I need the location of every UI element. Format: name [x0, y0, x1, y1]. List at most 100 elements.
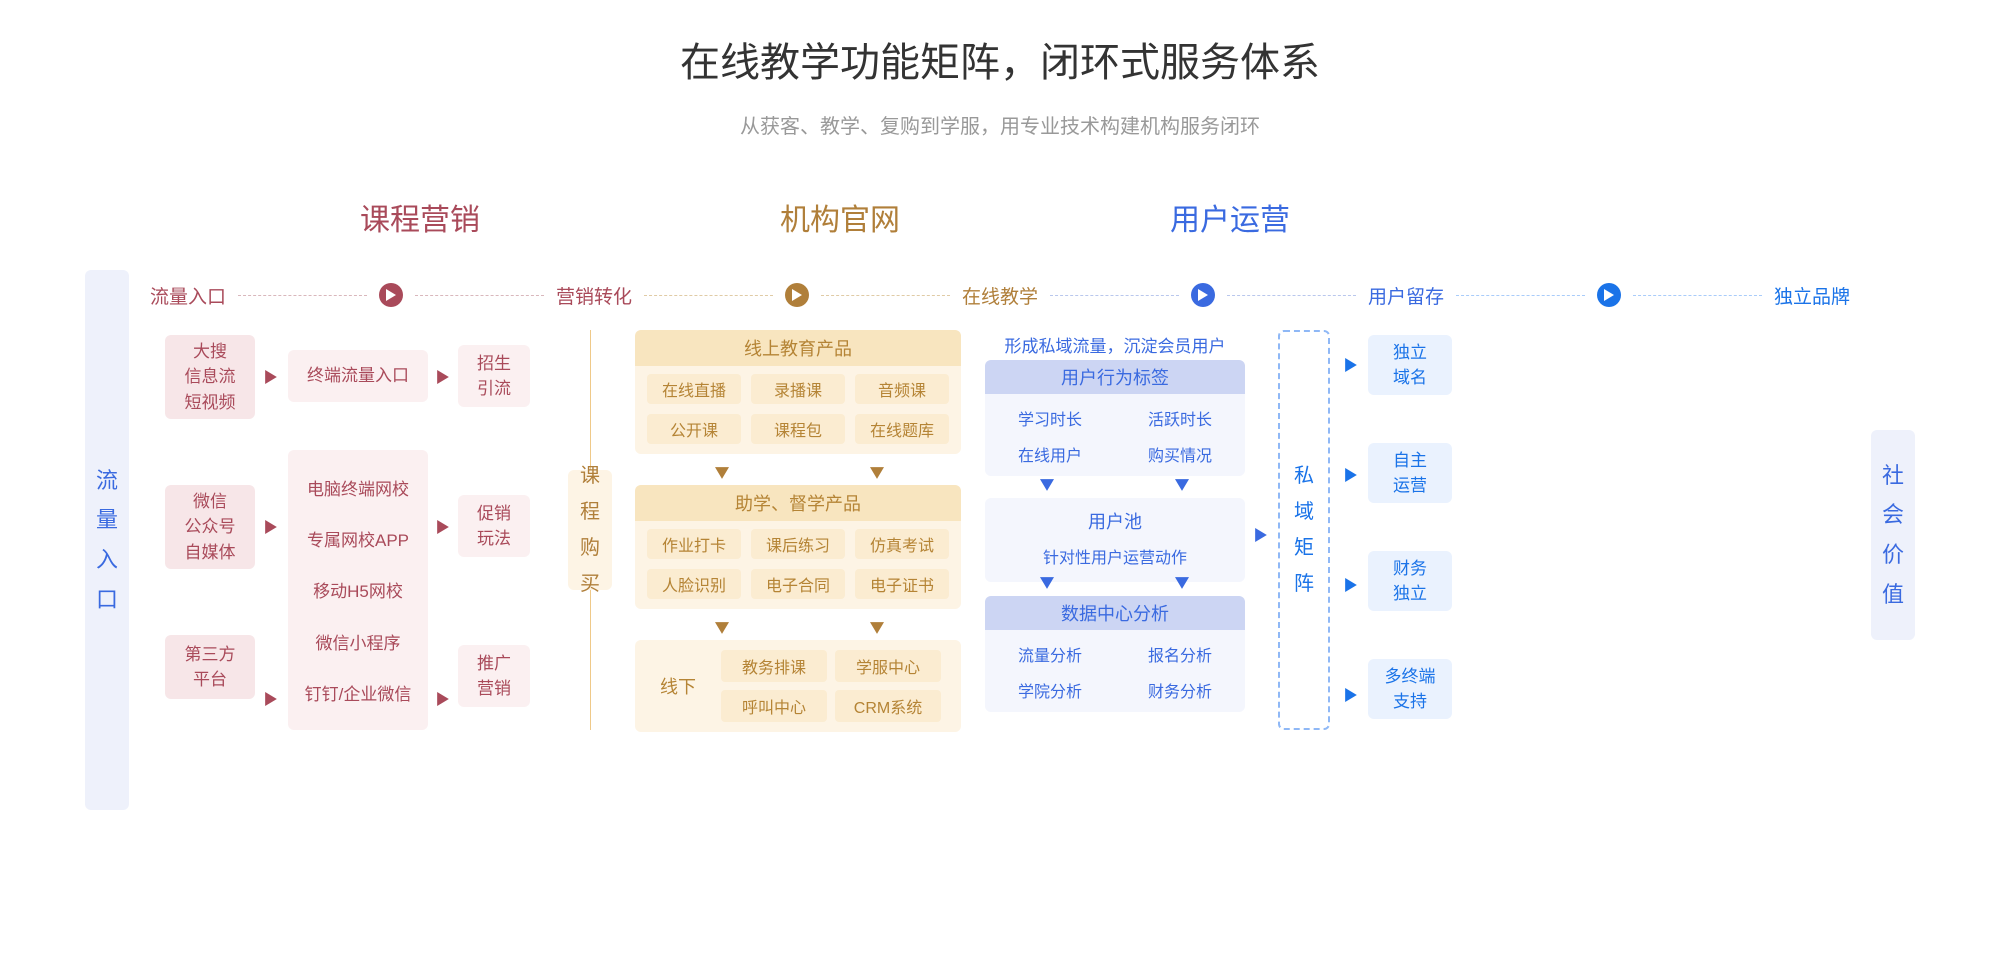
pink-box: 推广营销 — [458, 645, 530, 707]
blue-item: 活跃时长 — [1148, 406, 1212, 430]
chip: 学服中心 — [835, 650, 941, 682]
chip: 仿真考试 — [855, 529, 949, 559]
pink-item: 钉钉/企业微信 — [305, 680, 412, 705]
dash-line — [644, 295, 773, 296]
orange-bottom-line — [590, 590, 591, 730]
left-vertical-bar: 流量入口 — [85, 270, 129, 810]
arrow-down-icon — [870, 621, 884, 639]
arrow-right-icon — [1255, 528, 1267, 547]
orange-top-line — [590, 330, 591, 470]
blue2-box: 自主运营 — [1368, 443, 1452, 503]
page-subtitle: 从获客、教学、复购到学服，用专业技术构建机构服务闭环 — [0, 110, 2000, 139]
pink-col3: 招生引流 促销玩法 推广营销 — [458, 345, 530, 707]
pink-item: 微信小程序 — [316, 629, 401, 654]
pink-box: 促销玩法 — [458, 495, 530, 557]
dash-line — [821, 295, 950, 296]
blue2-box: 多终端支持 — [1368, 659, 1452, 719]
chip: 音频课 — [855, 374, 949, 404]
pink-item: 专属网校APP — [307, 526, 409, 551]
blue-item: 学习时长 — [1018, 406, 1082, 430]
stage-label: 流量入口 — [150, 282, 226, 309]
arrow-right-icon — [1345, 688, 1357, 707]
arrow-down-icon — [1040, 576, 1054, 594]
vbar-text: 私域矩阵 — [1294, 458, 1314, 602]
pink-item: 电脑终端网校 — [307, 475, 409, 500]
arrow-down-icon — [1040, 478, 1054, 496]
arrow-right-icon — [437, 520, 449, 539]
chip: 作业打卡 — [647, 529, 741, 559]
orange-group-2: 助学、督学产品 作业打卡 课后练习 仿真考试 人脸识别 电子合同 电子证书 — [635, 485, 961, 609]
arrow-down-icon — [1175, 576, 1189, 594]
dash-line — [1633, 295, 1762, 296]
pink-col2-big: 电脑终端网校 专属网校APP 移动H5网校 微信小程序 钉钉/企业微信 — [288, 450, 428, 730]
play-icon — [1191, 283, 1215, 307]
blue2-box: 财务独立 — [1368, 551, 1452, 611]
chip: 课程包 — [751, 414, 845, 444]
plain-row: 学院分析 财务分析 — [985, 678, 1245, 702]
arrow-right-icon — [1345, 578, 1357, 597]
blue2-box: 独立域名 — [1368, 335, 1452, 395]
play-icon — [785, 283, 809, 307]
chip: 公开课 — [647, 414, 741, 444]
arrow-right-icon — [437, 370, 449, 389]
private-domain-box: 私域矩阵 — [1278, 330, 1330, 730]
play-icon — [1597, 283, 1621, 307]
dash-line — [1050, 295, 1179, 296]
blue-item: 在线用户 — [1018, 442, 1082, 466]
pink-box: 微信公众号自媒体 — [165, 485, 255, 569]
pink-col2-top: 终端流量入口 — [288, 350, 428, 402]
blue-group-2: 用户池 针对性用户运营动作 — [985, 498, 1245, 582]
arrow-down-icon — [870, 466, 884, 484]
group-title: 用户池 — [985, 508, 1245, 534]
play-icon — [379, 283, 403, 307]
section-header-website: 机构官网 — [700, 195, 980, 239]
chip: 教务排课 — [721, 650, 827, 682]
arrow-right-icon — [437, 692, 449, 711]
dash-line — [238, 295, 367, 296]
arrow-right-icon — [265, 692, 277, 711]
page-title: 在线教学功能矩阵，闭环式服务体系 — [0, 30, 2000, 88]
blue-group-1: 用户行为标签 学习时长 活跃时长 在线用户 购买情况 — [985, 360, 1245, 476]
plain-row: 在线用户 购买情况 — [985, 442, 1245, 466]
arrow-right-icon — [265, 520, 277, 539]
stage-label: 在线教学 — [962, 282, 1038, 309]
group-title: 助学、督学产品 — [635, 485, 961, 521]
group-title: 数据中心分析 — [985, 596, 1245, 630]
chip: 呼叫中心 — [721, 690, 827, 722]
orange-offline: 线下 教务排课 学服中心 呼叫中心 CRM系统 — [635, 640, 961, 732]
arrow-right-icon — [265, 370, 277, 389]
chip: 电子合同 — [751, 569, 845, 599]
chip: 课后练习 — [751, 529, 845, 559]
section-header-marketing: 课程营销 — [280, 195, 560, 239]
blue-item: 购买情况 — [1148, 442, 1212, 466]
chip: 录播课 — [751, 374, 845, 404]
stage-label: 用户留存 — [1368, 282, 1444, 309]
chip: 人脸识别 — [647, 569, 741, 599]
pink-col1: 大搜信息流短视频 微信公众号自媒体 第三方平台 — [165, 335, 255, 699]
offline-label: 线下 — [635, 673, 721, 699]
dash-line — [1456, 295, 1585, 296]
arrow-right-icon — [1345, 468, 1357, 487]
course-purchase-bar: 课程购买 — [568, 470, 612, 590]
pink-box: 招生引流 — [458, 345, 530, 407]
chip: 电子证书 — [855, 569, 949, 599]
right-vertical-bar: 社会价值 — [1871, 430, 1915, 640]
arrow-down-icon — [715, 466, 729, 484]
blue2-col: 独立域名 自主运营 财务独立 多终端支持 — [1368, 335, 1452, 719]
stage-label: 营销转化 — [556, 282, 632, 309]
section-header-operation: 用户运营 — [1090, 195, 1370, 239]
stage-row: 流量入口 营销转化 在线教学 用户留存 独立品牌 — [150, 280, 1850, 310]
vbar-text: 流量入口 — [96, 461, 118, 619]
blue-top-note: 形成私域流量，沉淀会员用户 — [985, 332, 1245, 357]
chip-row: 在线直播 录播课 音频课 公开课 课程包 在线题库 — [635, 374, 961, 444]
blue-item: 学院分析 — [1018, 678, 1082, 702]
arrow-down-icon — [1175, 478, 1189, 496]
group-title: 线上教育产品 — [635, 330, 961, 366]
orange-group-1: 线上教育产品 在线直播 录播课 音频课 公开课 课程包 在线题库 — [635, 330, 961, 454]
dash-line — [415, 295, 544, 296]
group-subtitle: 针对性用户运营动作 — [985, 544, 1245, 568]
chip: 在线题库 — [855, 414, 949, 444]
blue-item: 流量分析 — [1018, 642, 1082, 666]
vbar-text: 课程购买 — [580, 458, 600, 602]
pink-item: 移动H5网校 — [313, 577, 403, 602]
